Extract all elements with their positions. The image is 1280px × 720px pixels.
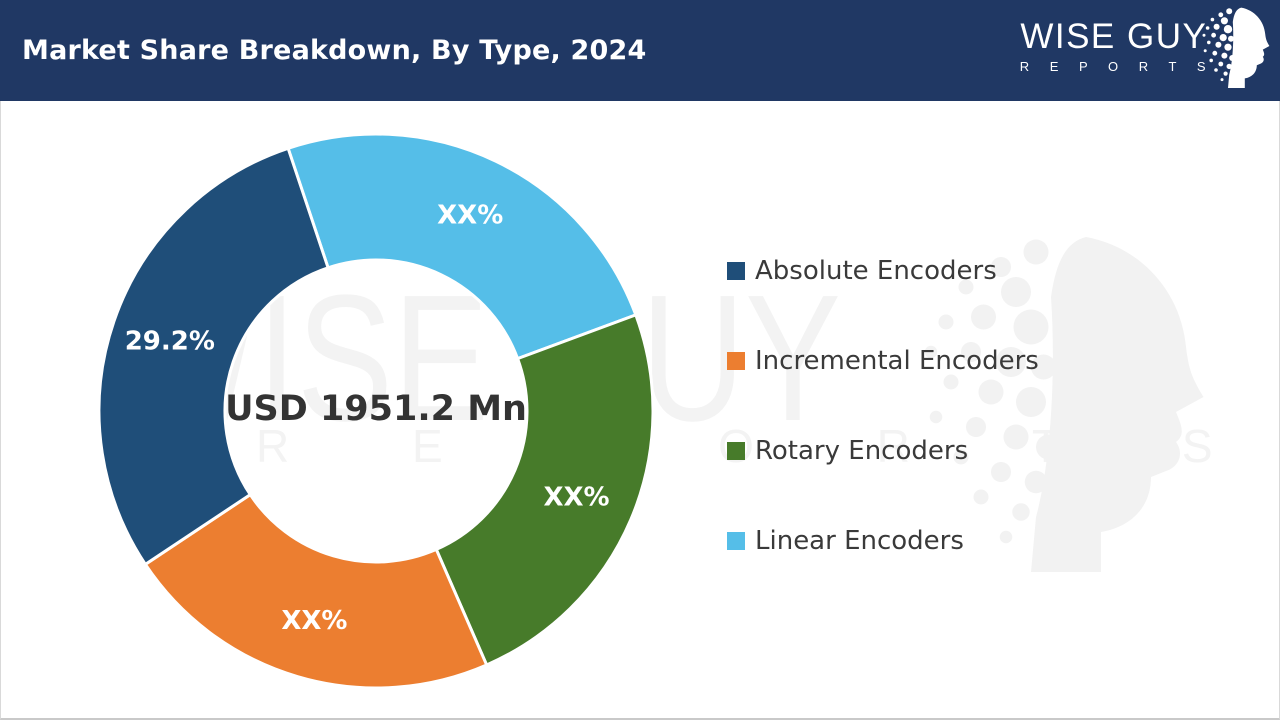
brand-tagline: R E P O R T S: [1019, 58, 1214, 74]
wise-guy-face-icon: [1198, 4, 1270, 88]
legend-label: Linear Encoders: [755, 526, 964, 556]
donut-chart: XX% XX% XX% 29.2% USD 1951.2 Mn: [97, 132, 655, 690]
chart-area: WISE GUY R E P O R T S XX% XX% XX% 29.2% USD…: [0, 101, 1280, 720]
legend-label: Rotary Encoders: [755, 436, 969, 466]
legend-label: Incremental Encoders: [755, 346, 1039, 376]
legend-item-linear-encoders: Linear Encoders: [727, 496, 1039, 586]
legend-color-swatch: [727, 442, 745, 460]
legend-color-swatch: [727, 262, 745, 280]
legend-item-absolute-encoders: Absolute Encoders: [727, 226, 1039, 316]
page-title: Market Share Breakdown, By Type, 2024: [22, 35, 647, 66]
slice-label: XX%: [543, 482, 609, 512]
donut-center-value: USD 1951.2 Mn: [225, 389, 527, 429]
slice-label: XX%: [437, 200, 503, 230]
donut-slice-linear-encoders: [286, 132, 638, 361]
header-bar: Market Share Breakdown, By Type, 2024 WI…: [0, 0, 1280, 101]
legend-item-rotary-encoders: Rotary Encoders: [727, 406, 1039, 496]
brand-logo: WISE GUY R E P O R T S: [1014, 4, 1270, 88]
donut-slice-rotary-encoders: [434, 313, 655, 667]
brand-name: WISE GUY: [1020, 17, 1208, 57]
slice-label: 29.2%: [125, 326, 215, 356]
brand-logo-text: WISE GUY R E P O R T S: [1014, 18, 1214, 74]
chart-legend: Absolute Encoders Incremental Encoders R…: [727, 226, 1039, 586]
legend-item-incremental-encoders: Incremental Encoders: [727, 316, 1039, 406]
donut-slice-absolute-encoders: [97, 146, 330, 566]
legend-label: Absolute Encoders: [755, 256, 997, 286]
legend-color-swatch: [727, 352, 745, 370]
donut-slice-incremental-encoders: [143, 493, 489, 690]
slice-label: XX%: [281, 606, 347, 636]
legend-color-swatch: [727, 532, 745, 550]
